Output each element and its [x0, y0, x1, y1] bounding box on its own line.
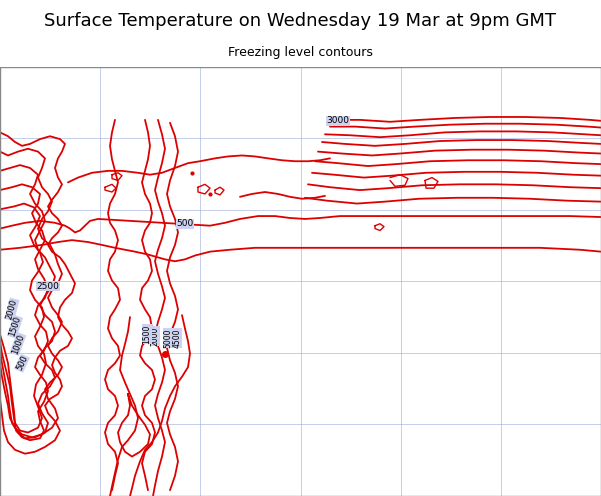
Text: 1500: 1500	[7, 315, 22, 338]
Text: 2500: 2500	[37, 282, 59, 291]
Text: 1000: 1000	[10, 333, 26, 356]
Text: 1500: 1500	[142, 325, 151, 344]
Text: 4500: 4500	[172, 328, 182, 348]
Text: 5000: 5000	[163, 328, 172, 348]
Text: Surface Temperature on Wednesday 19 Mar at 9pm GMT: Surface Temperature on Wednesday 19 Mar …	[44, 12, 557, 30]
Text: 3000: 3000	[326, 117, 350, 125]
Text: 500: 500	[14, 354, 29, 372]
Text: 500: 500	[176, 219, 194, 228]
Text: Freezing level contours: Freezing level contours	[228, 46, 373, 59]
Text: 2000: 2000	[5, 298, 19, 321]
Text: 2000: 2000	[150, 327, 159, 346]
